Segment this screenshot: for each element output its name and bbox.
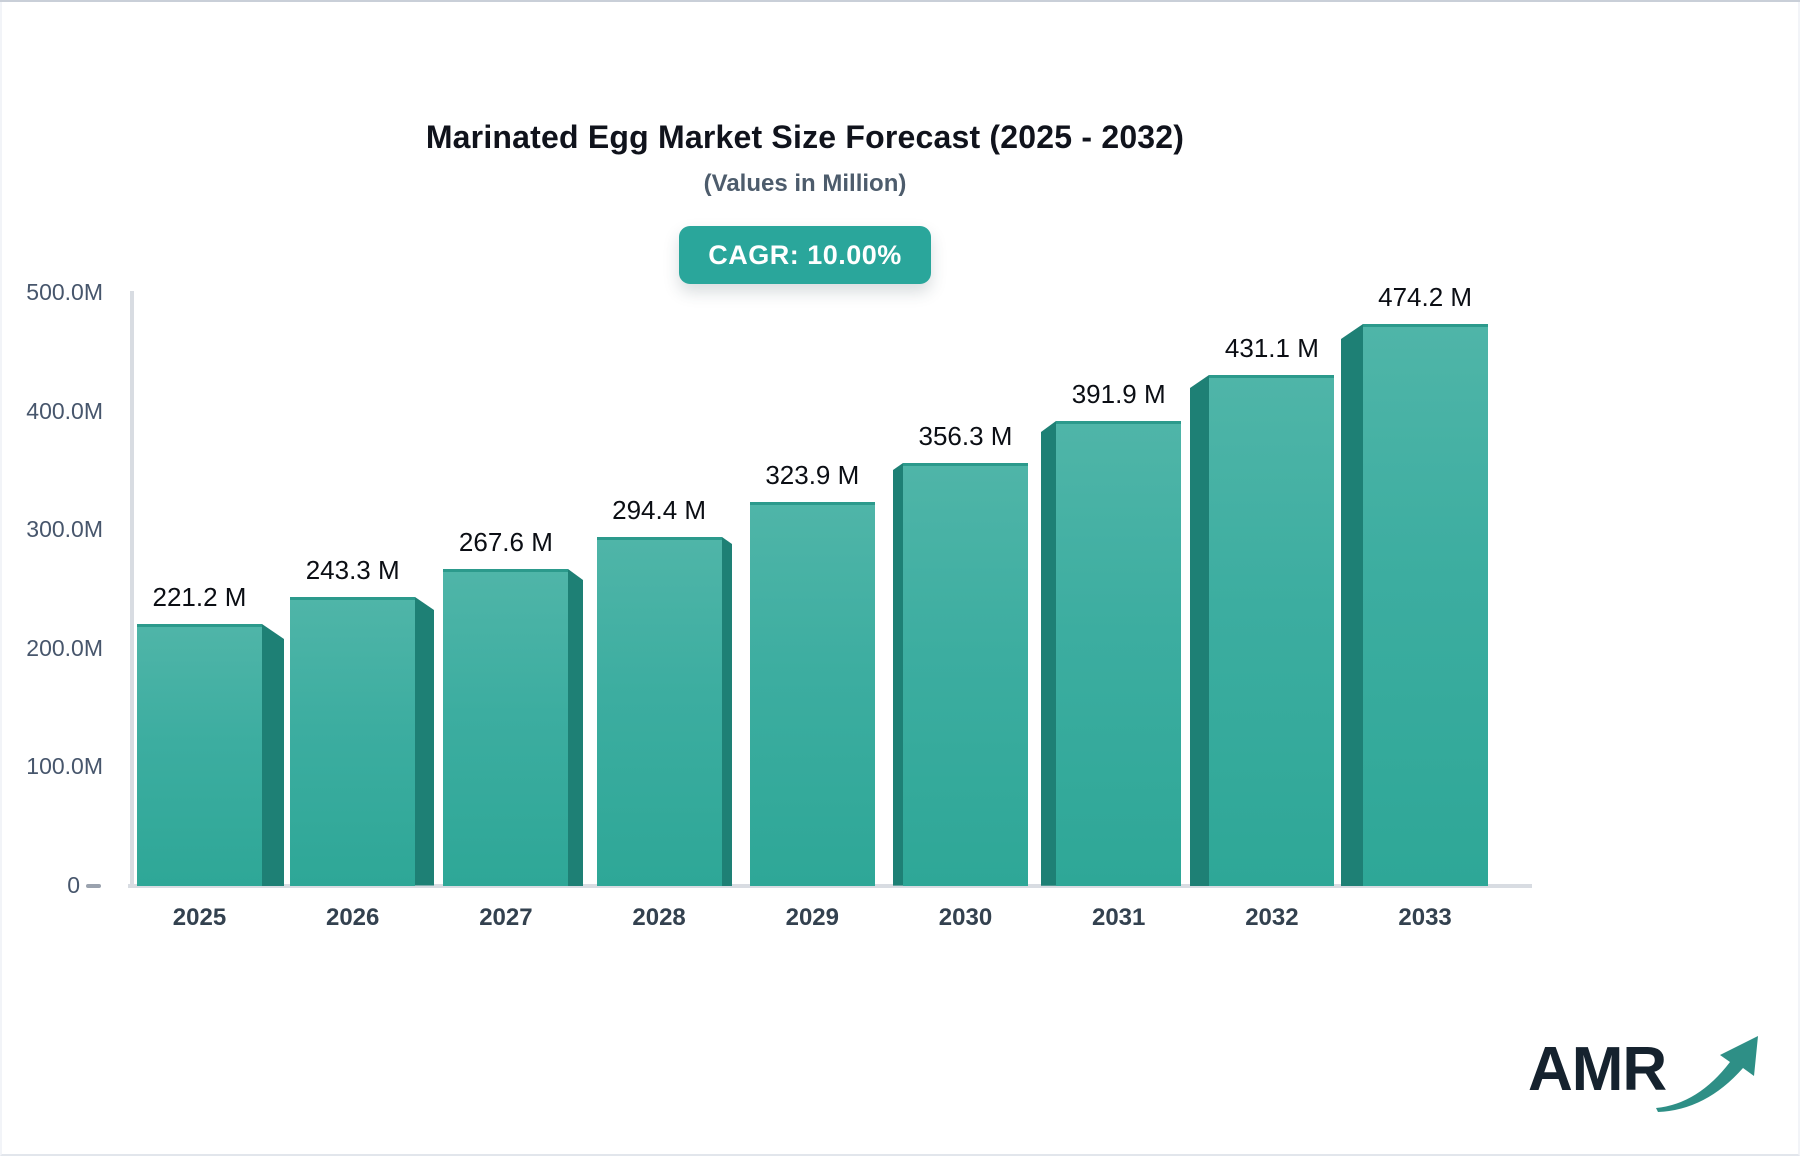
bar-value-label: 474.2 M (1378, 281, 1473, 312)
x-axis-label-2028: 2028 (632, 904, 686, 931)
bar-value-label: 356.3 M (918, 421, 1013, 452)
bar-value-label: 391.9 M (1071, 379, 1166, 410)
bar-value-label: 221.2 M (152, 581, 247, 612)
x-axis-label-2025: 2025 (172, 904, 227, 931)
y-axis-line (130, 291, 134, 888)
bar-2032 (1209, 374, 1335, 886)
bar-value-label: 294.4 M (612, 494, 707, 525)
bar-2032-side-face (1190, 374, 1210, 891)
bar-2026 (290, 597, 416, 886)
amr-logo-text: AMR (1528, 1035, 1667, 1104)
bar-2030-side-face (893, 463, 903, 891)
bar-2026-side-face (415, 597, 435, 891)
chart-subtitle: (Values in Million) (703, 169, 907, 197)
growth-arrow-icon (1656, 1036, 1758, 1112)
x-axis-label-2032: 2032 (1245, 904, 1299, 931)
cagr-badge: CAGR: 10.00% (679, 226, 931, 284)
bar-2029 (749, 501, 875, 886)
bar-2031 (1056, 421, 1182, 886)
x-axis-label-2029: 2029 (785, 904, 839, 931)
x-axis-label-2030: 2030 (938, 904, 993, 931)
amr-logo: AMR (1528, 1024, 1768, 1116)
bar-2033-side-face (1340, 323, 1363, 891)
bar-2025-side-face (262, 623, 284, 891)
x-axis-label-2027: 2027 (479, 904, 533, 931)
bar-value-label: 243.3 M (305, 555, 400, 586)
bar-2027 (443, 568, 569, 886)
bar-2030 (903, 463, 1028, 886)
bar-2028-side-face (721, 536, 732, 891)
y-tick-label: 100.0M (26, 753, 103, 780)
bar-2031-side-face (1041, 421, 1057, 891)
y-tick-label: 400.0M (26, 397, 103, 424)
chart-title: Marinated Egg Market Size Forecast (2025… (425, 119, 1185, 156)
bar-2025 (137, 623, 262, 886)
bar-2027-side-face (568, 568, 584, 891)
bar-value-label: 267.6 M (458, 526, 553, 557)
x-axis-label-2031: 2031 (1091, 904, 1146, 931)
bar-2033 (1362, 323, 1488, 886)
y-tick-label: 0 (67, 872, 80, 898)
x-axis-label-2026: 2026 (325, 904, 380, 931)
x-axis-label-2033: 2033 (1398, 904, 1452, 931)
bar-value-label: 431.1 M (1224, 332, 1319, 363)
y-tick-label: 300.0M (26, 516, 103, 543)
y-tick-label: 500.0M (26, 279, 103, 305)
bar-2028 (596, 536, 722, 886)
y-tick-zero-dash (86, 884, 101, 888)
y-tick-label: 200.0M (26, 634, 103, 661)
bar-value-label: 323.9 M (765, 459, 860, 490)
x-axis-baseline (128, 884, 1532, 888)
